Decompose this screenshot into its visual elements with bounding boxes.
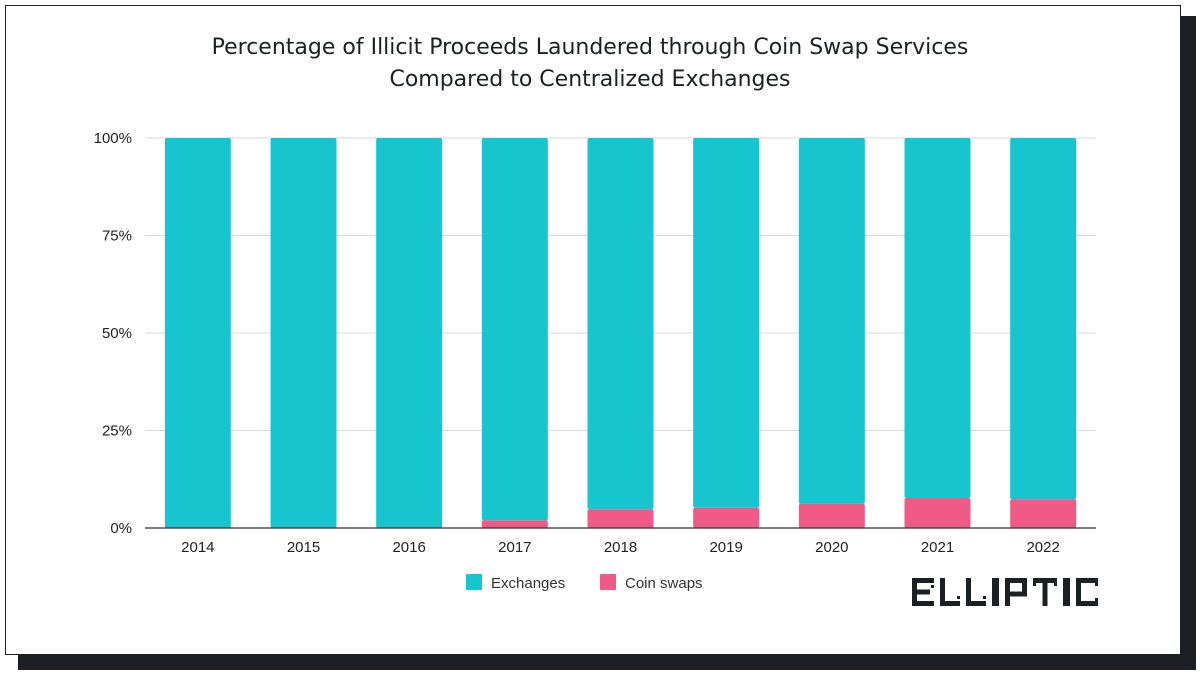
legend-coin-swaps: Coin swaps: [600, 574, 703, 592]
x-tick-label: 2021: [921, 539, 954, 556]
bar-exchanges-2016: [376, 138, 443, 528]
bar-exchanges-2018: [587, 138, 654, 510]
x-tick-label: 2022: [1026, 539, 1059, 556]
bar-exchanges-2020: [798, 138, 865, 504]
bar-exchanges-2022: [1010, 138, 1077, 500]
y-tick-label: 25%: [102, 423, 132, 440]
y-tick-label: 50%: [102, 325, 132, 342]
x-tick-label: 2019: [709, 539, 742, 556]
legend-exchanges-label: Exchanges: [491, 575, 565, 592]
bars: [164, 138, 1077, 528]
x-tick-labels: 2014 2015 2016 2017 2018 2019 2020 2021 2022: [181, 539, 1060, 556]
chart-title: Percentage of Illicit Proceeds Laundered…: [90, 32, 1090, 96]
bar-coin-swaps-2018: [587, 509, 654, 528]
bar-coin-swaps-2017: [481, 520, 548, 528]
bar-exchanges-2019: [693, 138, 760, 508]
y-tick-labels: 0% 25% 50% 75% 100%: [94, 130, 132, 537]
elliptic-logo: [912, 578, 1098, 606]
y-tick-label: 75%: [102, 228, 132, 245]
bar-coin-swaps-2020: [798, 503, 865, 528]
x-tick-label: 2020: [815, 539, 848, 556]
legend-coin-swaps-swatch: [600, 574, 616, 590]
x-tick-label: 2016: [392, 539, 425, 556]
chart-title-line-1: Percentage of Illicit Proceeds Laundered…: [211, 35, 969, 60]
x-tick-label: 2015: [287, 539, 320, 556]
bar-exchanges-2021: [904, 138, 971, 498]
bar-exchanges-2017: [481, 138, 548, 521]
x-tick-label: 2017: [498, 539, 531, 556]
legend-coin-swaps-label: Coin swaps: [625, 575, 703, 592]
chart-subtitle: Compared to Centralized Exchanges: [389, 67, 791, 92]
legend-exchanges-swatch: [466, 574, 482, 590]
y-tick-label: 0%: [110, 520, 132, 537]
bar-coin-swaps-2022: [1010, 499, 1077, 528]
bar-coin-swaps-2021: [904, 497, 971, 528]
x-tick-label: 2018: [604, 539, 637, 556]
bar-coin-swaps-2019: [693, 507, 760, 528]
bar-exchanges-2014: [164, 138, 231, 528]
bar-exchanges-2015: [270, 138, 337, 528]
legend: Exchanges Coin swaps: [466, 574, 703, 592]
legend-exchanges: Exchanges: [466, 574, 565, 592]
x-tick-label: 2014: [181, 539, 214, 556]
y-tick-label: 100%: [94, 130, 132, 147]
